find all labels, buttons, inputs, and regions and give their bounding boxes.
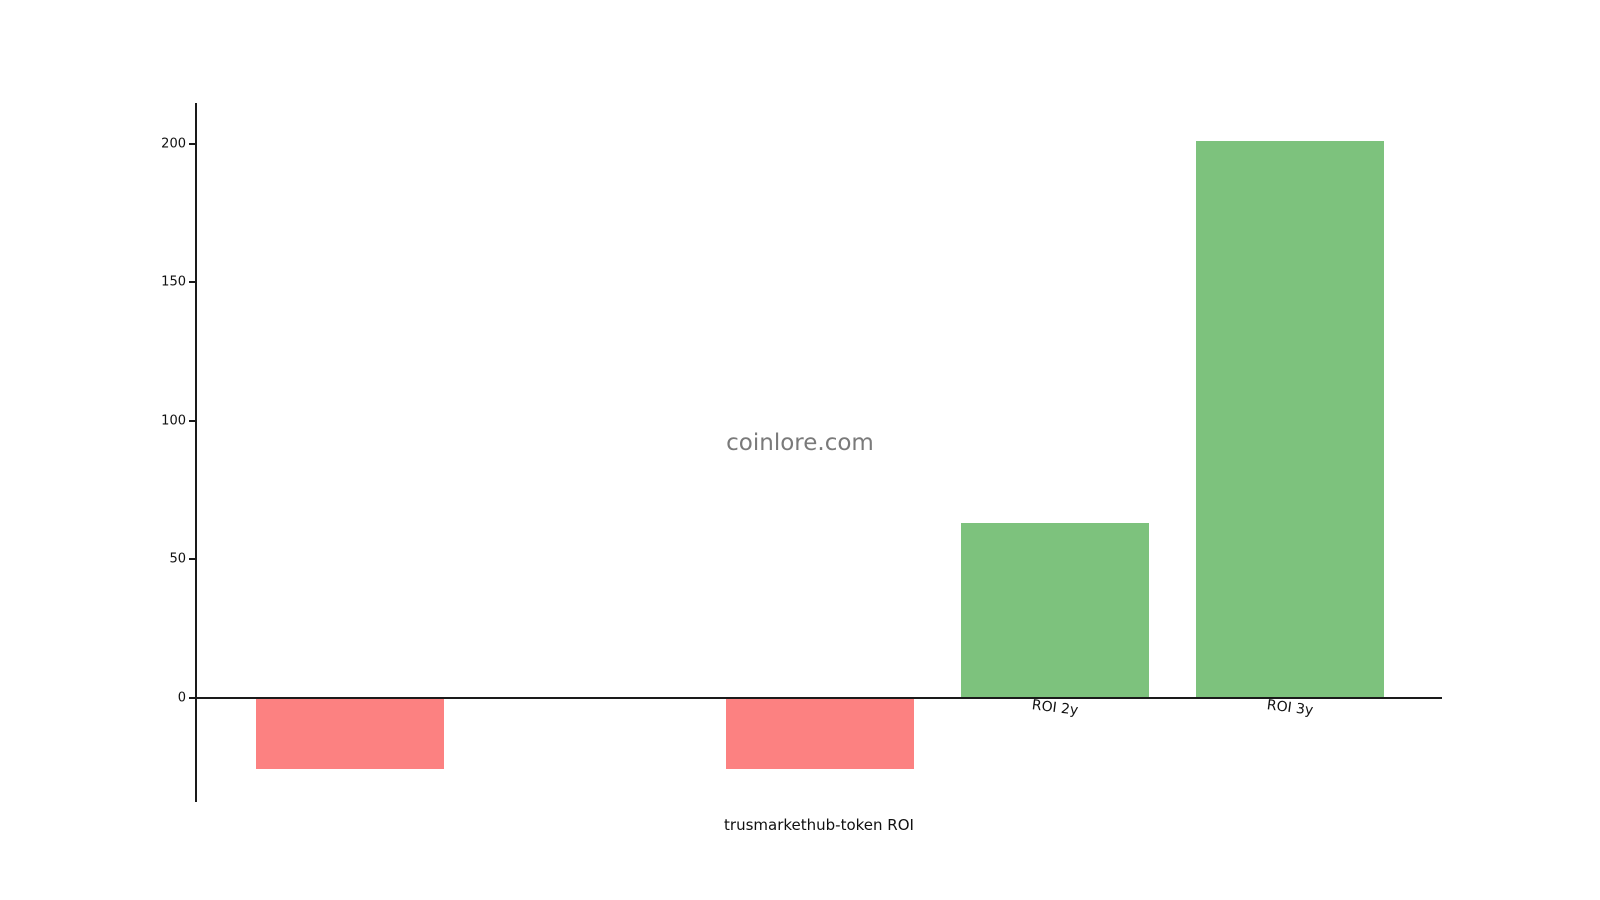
- y-tick-label: 150: [161, 274, 186, 290]
- y-tick-label: 50: [169, 551, 186, 567]
- x-tick-label: ROI 3y: [1265, 696, 1314, 719]
- bar-category-2: [725, 697, 914, 770]
- y-tick-mark: [189, 558, 195, 561]
- y-axis-spine: [195, 103, 197, 803]
- y-tick-mark: [189, 281, 195, 284]
- chart-title: trusmarkethub-token ROI: [724, 816, 914, 834]
- x-tick-label: ROI 2y: [1030, 696, 1079, 719]
- y-tick-mark: [189, 696, 195, 699]
- y-tick-mark: [189, 142, 195, 145]
- bar-ROI 2y: [960, 523, 1149, 698]
- y-tick-label: 200: [161, 136, 186, 152]
- bar-category-0: [255, 697, 444, 770]
- y-tick-mark: [189, 419, 195, 422]
- bar-ROI 3y: [1195, 140, 1384, 698]
- watermark: coinlore.com: [726, 430, 874, 456]
- y-tick-label: 0: [177, 690, 186, 705]
- x-axis-line: [196, 696, 1442, 699]
- y-tick-label: 100: [161, 413, 186, 429]
